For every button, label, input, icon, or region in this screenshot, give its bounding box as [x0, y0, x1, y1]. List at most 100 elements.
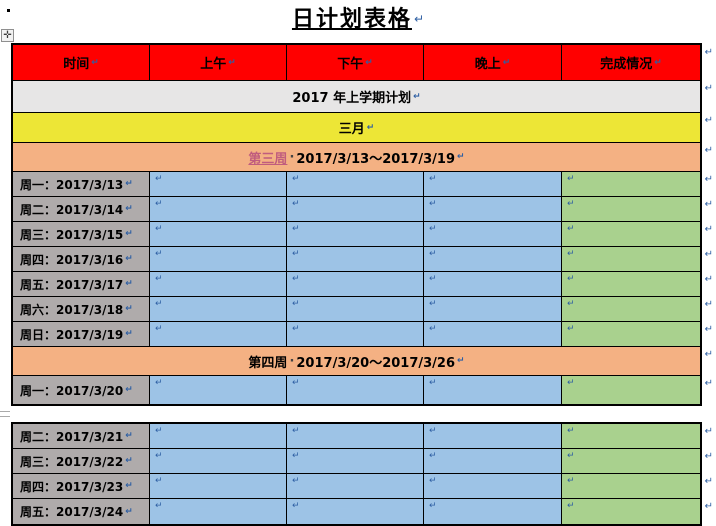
- morning-cell[interactable]: ↵: [150, 449, 287, 473]
- afternoon-cell[interactable]: ↵: [287, 499, 424, 524]
- header-label: 下午: [337, 57, 364, 72]
- day-label-cell[interactable]: 周三：2017/3/15 ↵: [13, 222, 150, 246]
- afternoon-cell[interactable]: ↵: [287, 449, 424, 473]
- afternoon-cell[interactable]: ↵: [287, 222, 424, 246]
- afternoon-cell[interactable]: ↵: [287, 172, 424, 196]
- pilcrow-icon: ↵: [567, 451, 575, 461]
- week-name[interactable]: 第三周: [248, 151, 288, 167]
- afternoon-cell[interactable]: ↵: [287, 297, 424, 321]
- pilcrow-icon: ↵: [125, 204, 133, 214]
- evening-cell[interactable]: ↵: [424, 424, 562, 448]
- status-cell[interactable]: ↵: [562, 222, 700, 246]
- day-label: 周二：2017/3/14: [20, 202, 124, 217]
- status-cell[interactable]: ↵: [562, 449, 700, 473]
- evening-cell[interactable]: ↵: [424, 297, 562, 321]
- header-cell-evening[interactable]: 晚上 ↵: [424, 45, 562, 80]
- pilcrow-icon: ↵: [429, 274, 437, 284]
- day-row: 周三：2017/3/22 ↵ ↵ ↵ ↵ ↵ ↵: [13, 449, 713, 474]
- evening-cell[interactable]: ↵: [424, 222, 562, 246]
- day-label-cell[interactable]: 周一：2017/3/13 ↵: [13, 172, 150, 196]
- morning-cell[interactable]: ↵: [150, 222, 287, 246]
- day-label-cell[interactable]: 周五：2017/3/24 ↵: [13, 499, 150, 524]
- semester-label: 2017 年上学期计划: [292, 91, 412, 106]
- morning-cell[interactable]: ↵: [150, 376, 287, 404]
- morning-cell[interactable]: ↵: [150, 322, 287, 346]
- status-cell[interactable]: ↵: [562, 247, 700, 271]
- day-label-cell[interactable]: 周四：2017/3/23 ↵: [13, 474, 150, 498]
- status-cell[interactable]: ↵: [562, 297, 700, 321]
- header-cell-time[interactable]: 时间 ↵: [13, 45, 150, 80]
- afternoon-cell[interactable]: ↵: [287, 474, 424, 498]
- status-cell[interactable]: ↵: [562, 499, 700, 524]
- morning-cell[interactable]: ↵: [150, 499, 287, 524]
- pilcrow-icon: ↵: [704, 47, 713, 58]
- pilcrow-icon: ↵: [155, 224, 163, 234]
- day-row: 周三：2017/3/15 ↵ ↵ ↵ ↵ ↵ ↵: [13, 222, 713, 247]
- morning-cell[interactable]: ↵: [150, 424, 287, 448]
- afternoon-cell[interactable]: ↵: [287, 247, 424, 271]
- week-date-range: 2017/3/13～2017/3/19: [296, 151, 456, 167]
- afternoon-cell[interactable]: ↵: [287, 424, 424, 448]
- page-title[interactable]: 日计划表格: [291, 7, 412, 32]
- day-label-cell[interactable]: 周日：2017/3/19 ↵: [13, 322, 150, 346]
- status-cell[interactable]: ↵: [562, 474, 700, 498]
- day-label-cell[interactable]: 周六：2017/3/18 ↵: [13, 297, 150, 321]
- pilcrow-icon: ↵: [292, 501, 300, 511]
- morning-cell[interactable]: ↵: [150, 272, 287, 296]
- week-header-cell[interactable]: 第三周 · 2017/3/13～2017/3/19 ↵: [13, 143, 700, 171]
- status-cell[interactable]: ↵: [562, 172, 700, 196]
- status-cell[interactable]: ↵: [562, 322, 700, 346]
- day-label-cell[interactable]: 周五：2017/3/17 ↵: [13, 272, 150, 296]
- afternoon-cell[interactable]: ↵: [287, 197, 424, 221]
- header-label: 晚上: [474, 57, 501, 72]
- afternoon-cell[interactable]: ↵: [287, 376, 424, 404]
- evening-cell[interactable]: ↵: [424, 474, 562, 498]
- evening-cell[interactable]: ↵: [424, 499, 562, 524]
- evening-cell[interactable]: ↵: [424, 449, 562, 473]
- afternoon-cell[interactable]: ↵: [287, 322, 424, 346]
- morning-cell[interactable]: ↵: [150, 297, 287, 321]
- pilcrow-icon: ↵: [704, 224, 713, 235]
- evening-cell[interactable]: ↵: [424, 172, 562, 196]
- afternoon-cell[interactable]: ↵: [287, 272, 424, 296]
- day-label-cell[interactable]: 周四：2017/3/16 ↵: [13, 247, 150, 271]
- evening-cell[interactable]: ↵: [424, 376, 562, 404]
- pilcrow-icon: ↵: [292, 224, 300, 234]
- pilcrow-icon: ↵: [457, 356, 465, 366]
- pilcrow-icon: ↵: [704, 451, 713, 462]
- day-label-cell[interactable]: 周二：2017/3/14 ↵: [13, 197, 150, 221]
- semester-cell[interactable]: 2017 年上学期计划 ↵: [13, 81, 700, 112]
- day-label-cell[interactable]: 周三：2017/3/22 ↵: [13, 449, 150, 473]
- morning-cell[interactable]: ↵: [150, 172, 287, 196]
- table-move-handle-icon[interactable]: ✛: [1, 29, 14, 42]
- header-label: 完成情况: [600, 57, 653, 72]
- morning-cell[interactable]: ↵: [150, 247, 287, 271]
- month-row: 三月 ↵ ↵: [13, 113, 713, 143]
- header-cell-afternoon[interactable]: 下午 ↵: [287, 45, 424, 80]
- evening-cell[interactable]: ↵: [424, 272, 562, 296]
- pilcrow-icon: ↵: [429, 451, 437, 461]
- pilcrow-icon: ↵: [567, 274, 575, 284]
- semester-row: 2017 年上学期计划 ↵ ↵: [13, 81, 713, 113]
- day-label: 周三：2017/3/15: [20, 227, 124, 242]
- day-label: 周一：2017/3/20: [20, 383, 124, 398]
- status-cell[interactable]: ↵: [562, 197, 700, 221]
- month-cell[interactable]: 三月 ↵: [13, 113, 700, 142]
- day-label-cell[interactable]: 周一：2017/3/20 ↵: [13, 376, 150, 404]
- header-cell-status[interactable]: 完成情况 ↵: [562, 45, 700, 80]
- evening-cell[interactable]: ↵: [424, 197, 562, 221]
- status-cell[interactable]: ↵: [562, 424, 700, 448]
- week-header-cell[interactable]: 第四周 · 2017/3/20～2017/3/26 ↵: [13, 347, 700, 375]
- day-label-cell[interactable]: 周二：2017/3/21 ↵: [13, 424, 150, 448]
- morning-cell[interactable]: ↵: [150, 197, 287, 221]
- day-row: 周五：2017/3/17 ↵ ↵ ↵ ↵ ↵ ↵: [13, 272, 713, 297]
- evening-cell[interactable]: ↵: [424, 322, 562, 346]
- pilcrow-icon: ↵: [155, 501, 163, 511]
- status-cell[interactable]: ↵: [562, 272, 700, 296]
- evening-cell[interactable]: ↵: [424, 247, 562, 271]
- header-cell-morning[interactable]: 上午 ↵: [150, 45, 287, 80]
- morning-cell[interactable]: ↵: [150, 474, 287, 498]
- pilcrow-icon: ↵: [429, 299, 437, 309]
- day-row: 周二：2017/3/21 ↵ ↵ ↵ ↵ ↵ ↵: [13, 424, 713, 449]
- status-cell[interactable]: ↵: [562, 376, 700, 404]
